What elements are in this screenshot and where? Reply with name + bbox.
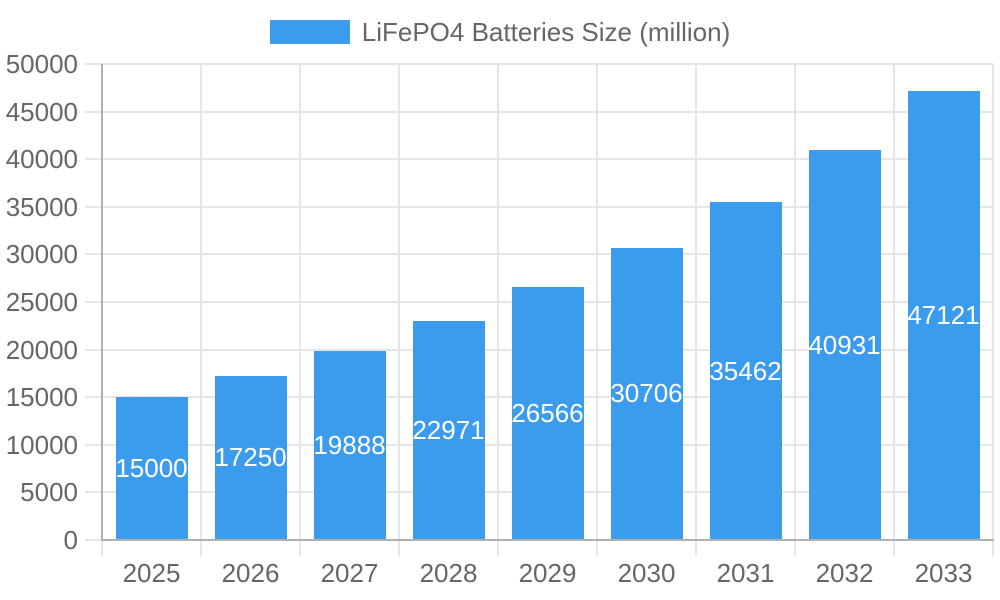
bar-value-label: 47121 [907,300,980,331]
y-axis-tick [85,253,102,256]
bar-2027: 19888 [313,350,386,540]
x-axis-tick [200,540,202,556]
h-gridline [102,253,993,256]
x-axis-tick [497,540,499,556]
x-axis-label-2030: 2030 [617,558,676,588]
v-gridline [497,64,499,540]
h-gridline [102,158,993,161]
bar-value-label: 30706 [610,378,683,409]
x-axis-tick [299,540,301,556]
y-axis-label: 30000 [5,239,78,270]
y-axis-tick [85,158,102,161]
bar-2029: 26566 [511,287,584,540]
y-axis-label: 35000 [5,191,78,222]
bar-value-label: 19888 [313,429,386,460]
x-axis-tick [794,540,796,556]
v-gridline [695,64,697,540]
y-axis-tick [85,110,102,113]
y-axis-label: 50000 [5,49,78,79]
x-axis-baseline [101,539,994,541]
bar-2026: 17250 [214,375,287,540]
x-axis-label-2028: 2028 [419,558,478,588]
bar-value-label: 35462 [709,355,782,386]
x-axis-label-2026: 2026 [221,558,280,588]
v-gridline [200,64,202,540]
x-axis-tick [992,540,994,556]
v-gridline [398,64,400,540]
x-axis-tick [893,540,895,556]
y-axis-label: 10000 [5,429,78,460]
x-axis-tick [101,540,103,556]
bar-value-label: 26566 [511,398,584,429]
x-axis-tick [695,540,697,556]
h-gridline [102,205,993,208]
y-axis-tick [85,539,102,541]
v-gridline [596,64,598,540]
y-axis-tick [85,396,102,399]
y-axis-label: 25000 [5,287,78,317]
x-axis-label-2027: 2027 [320,558,379,588]
bar-2032: 40931 [808,150,881,540]
y-axis-tick [85,301,102,303]
v-gridline [992,64,994,540]
x-axis-label-2029: 2029 [518,558,577,588]
x-axis-tick [596,540,598,556]
x-axis-label-2032: 2032 [815,558,874,588]
legend-swatch [269,20,350,44]
y-axis-line [101,64,103,540]
y-axis-label: 40000 [5,144,78,175]
bar-2031: 35462 [709,202,782,540]
y-axis-label: 20000 [5,334,78,365]
bar-2030: 30706 [610,247,683,540]
y-axis-tick [85,443,102,446]
y-axis-tick [85,63,102,65]
bar-2033: 47121 [907,91,980,540]
y-axis-tick [85,205,102,208]
bar-value-label: 15000 [115,453,188,484]
bar-value-label: 22971 [412,415,485,446]
x-axis-label-2025: 2025 [122,558,181,588]
v-gridline [794,64,796,540]
legend-label: LiFePO4 Batteries Size (million) [361,16,731,47]
legend-item[interactable]: LiFePO4 Batteries Size (million) [0,16,1000,48]
h-gridline [102,110,993,113]
bar-2025: 15000 [115,397,188,540]
x-axis-label-2031: 2031 [716,558,775,588]
v-gridline [893,64,895,540]
y-axis-tick [85,348,102,351]
y-axis-tick [85,491,102,494]
bar-value-label: 40931 [808,329,881,360]
y-axis-label: 45000 [5,96,78,127]
y-axis-label: 0 [63,525,78,555]
v-gridline [299,64,301,540]
h-gridline [102,63,993,65]
bar-value-label: 17250 [214,442,287,473]
y-axis-label: 15000 [5,382,78,413]
bar-2028: 22971 [412,321,485,540]
x-axis-label-2033: 2033 [914,558,973,588]
x-axis-tick [398,540,400,556]
y-axis-label: 5000 [20,477,78,508]
